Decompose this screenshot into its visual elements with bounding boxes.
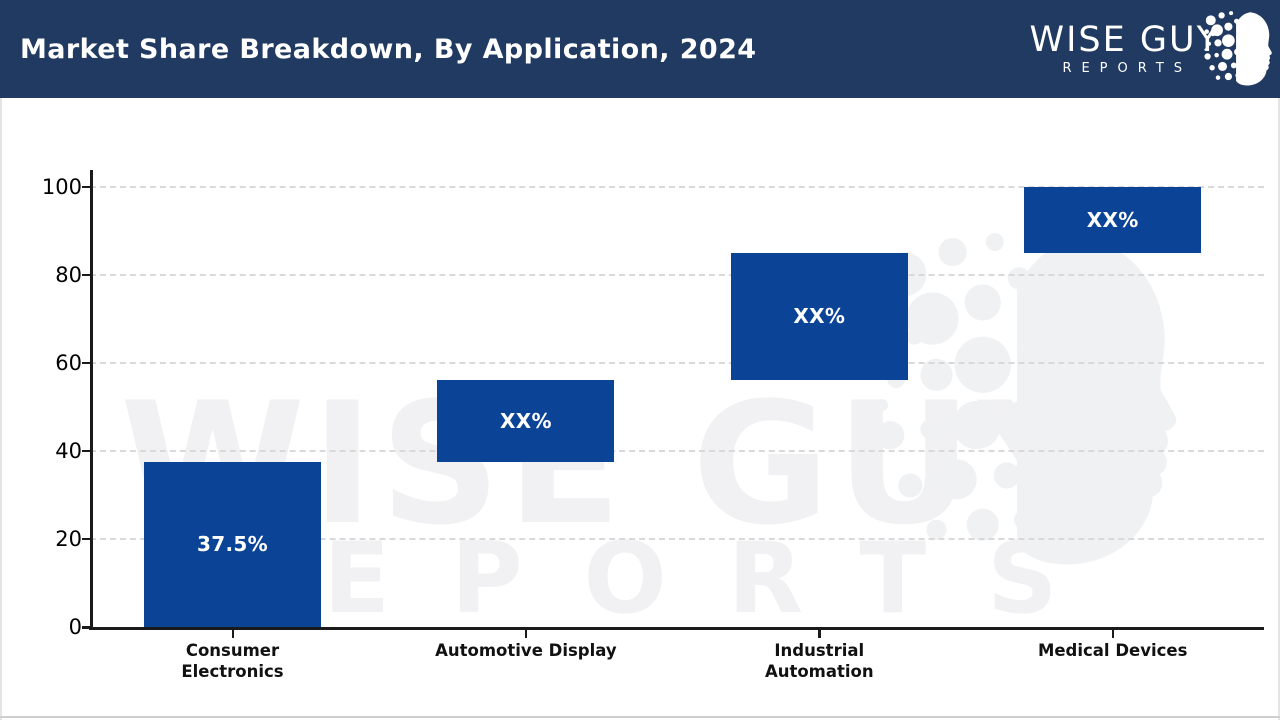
gridline-20 <box>90 537 1264 540</box>
x-tick-mark-industrial-automation <box>818 630 821 638</box>
wise-guy-logo: WISE GUY REPORTS <box>1029 9 1274 89</box>
y-tick-label-0: 0 <box>68 615 82 639</box>
x-tick-mark-medical-devices <box>1111 630 1115 638</box>
y-tick-label-80: 80 <box>55 262 82 287</box>
logo-subtitle: REPORTS <box>1062 60 1193 76</box>
bar-value-label-industrial-automation: XX% <box>793 304 846 329</box>
x-category-label-medical-devices: Medical Devices <box>1037 641 1188 660</box>
y-tick-mark-40 <box>82 449 90 453</box>
y-tick-label-40: 40 <box>55 438 82 463</box>
bar-industrial-automation: XX% <box>730 252 908 381</box>
y-tick-mark-0 <box>82 626 90 629</box>
watermark-subtitle: REPORTS <box>187 522 1119 636</box>
y-tick-label-100: 100 <box>41 174 82 199</box>
x-category-label-industrial-automation: Industrial Automation <box>764 641 874 682</box>
x-category-label-consumer-electronics: Consumer Electronics <box>181 641 284 682</box>
y-tick-label-20: 20 <box>55 526 82 551</box>
y-tick-mark-100 <box>82 185 90 188</box>
bar-value-label-medical-devices: XX% <box>1086 207 1139 232</box>
watermark-face-icon <box>874 226 1186 578</box>
y-tick-mark-80 <box>82 273 90 277</box>
bar-value-label-consumer-electronics: 37.5% <box>197 532 268 557</box>
logo-wordmark: WISE GUY <box>1029 19 1220 60</box>
x-tick-mark-automotive-display <box>524 630 528 638</box>
y-axis-line <box>90 170 93 630</box>
y-tick-mark-60 <box>82 361 90 365</box>
bar-medical-devices: XX% <box>1024 186 1202 253</box>
x-axis-line <box>89 627 1264 630</box>
bar-automotive-display: XX% <box>437 380 615 462</box>
gridline-100 <box>90 185 1264 188</box>
bar-consumer-electronics: 37.5% <box>144 461 321 627</box>
bottom-divider <box>0 716 1280 718</box>
chart-area: WISE GUY REPORTS 0 20 40 60 80 100 37.5% Consum… <box>0 98 1280 720</box>
x-category-label-automotive-display: Automotive Display <box>435 641 617 660</box>
x-tick-mark-consumer-electronics <box>231 630 234 638</box>
gridline-40 <box>90 449 1264 452</box>
y-tick-mark-20 <box>82 537 90 541</box>
header-bar: Market Share Breakdown, By Application, … <box>0 0 1280 98</box>
gridline-60 <box>90 361 1264 364</box>
y-tick-label-60: 60 <box>55 350 82 375</box>
chart-title: Market Share Breakdown, By Application, … <box>20 33 757 65</box>
logo-text: WISE GUY REPORTS <box>1029 19 1220 76</box>
bar-value-label-automotive-display: XX% <box>500 409 552 434</box>
gridline-80 <box>90 273 1264 276</box>
